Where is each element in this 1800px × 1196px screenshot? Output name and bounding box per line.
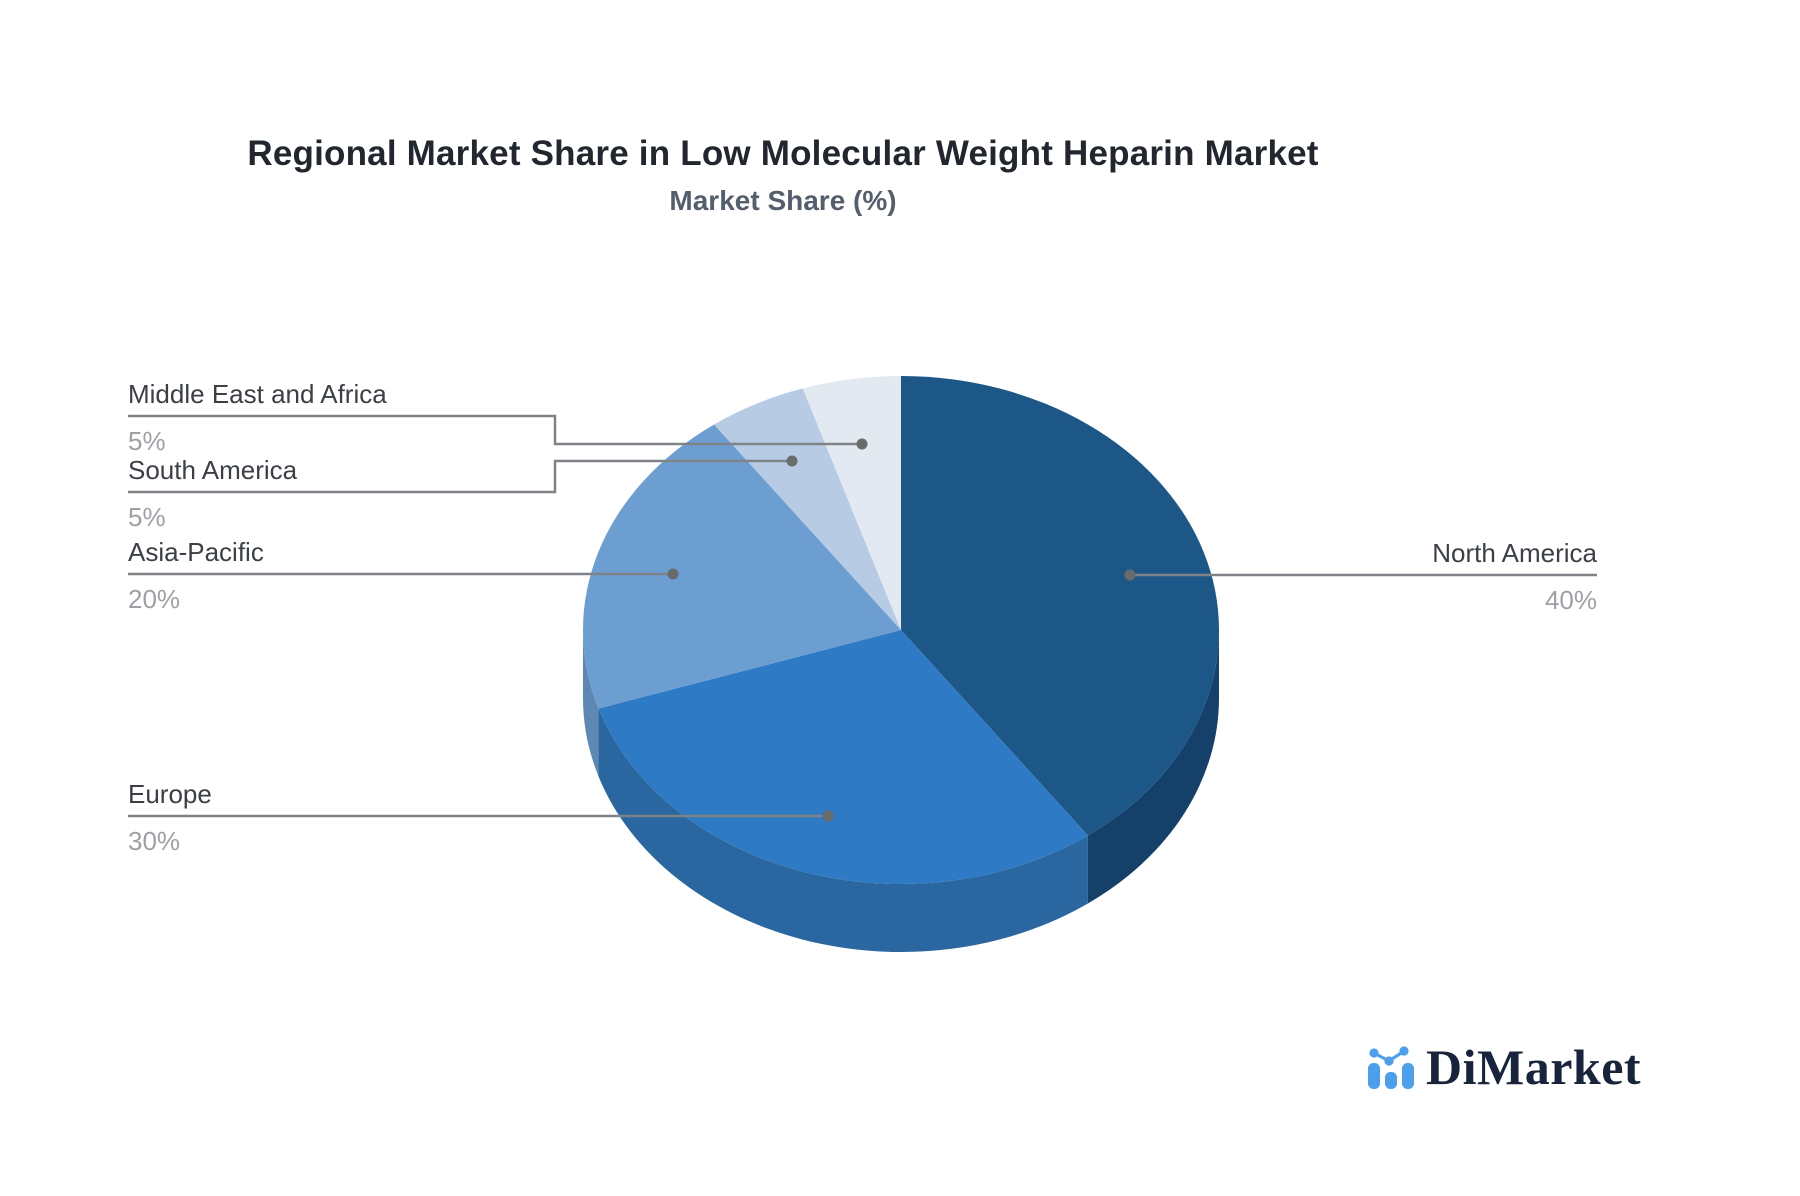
slice-value-europe: 30% bbox=[128, 826, 181, 856]
leader-dot-asia-pacific bbox=[667, 568, 679, 580]
slice-value-south-america: 5% bbox=[128, 502, 166, 532]
logo-bars-icon bbox=[1368, 1046, 1414, 1089]
logo: DiMarket bbox=[1362, 1040, 1641, 1096]
pie-slice-side-europe bbox=[598, 708, 1088, 952]
pie-slice-asia-pacific[interactable] bbox=[582, 424, 901, 709]
chart-title: Regional Market Share in Low Molecular W… bbox=[247, 134, 1319, 173]
slice-value-middle-east-and-africa: 5% bbox=[128, 426, 166, 456]
pie-slice-north-america[interactable] bbox=[901, 376, 1219, 836]
leader-dot-europe bbox=[822, 810, 834, 822]
leader-dot-south-america bbox=[786, 455, 798, 467]
leader-line-middle-east-and-africa bbox=[128, 414, 862, 446]
logo-text: DiMarket bbox=[1426, 1039, 1642, 1095]
pie-slice-side-north-america bbox=[1087, 630, 1219, 904]
slice-value-asia-pacific: 20% bbox=[128, 584, 181, 614]
leader-line-south-america bbox=[128, 459, 792, 494]
leader-dot-middle-east-and-africa bbox=[856, 438, 868, 450]
slice-label-south-america: South America bbox=[128, 455, 298, 485]
slice-label-middle-east-and-africa: Middle East and Africa bbox=[128, 379, 387, 409]
slice-label-europe: Europe bbox=[128, 779, 212, 809]
pie-slice-middle-east-and-africa[interactable] bbox=[802, 376, 901, 630]
chart-subtitle: Market Share (%) bbox=[669, 185, 897, 216]
slice-label-north-america: North America bbox=[1432, 538, 1597, 568]
leader-dot-north-america bbox=[1124, 569, 1136, 581]
slice-label-asia-pacific: Asia-Pacific bbox=[128, 537, 264, 567]
pie-slice-europe[interactable] bbox=[598, 630, 1088, 884]
pie-slice-south-america[interactable] bbox=[714, 388, 901, 630]
pie-slice-side-asia-pacific bbox=[583, 630, 599, 777]
slice-value-north-america: 40% bbox=[1544, 585, 1597, 615]
